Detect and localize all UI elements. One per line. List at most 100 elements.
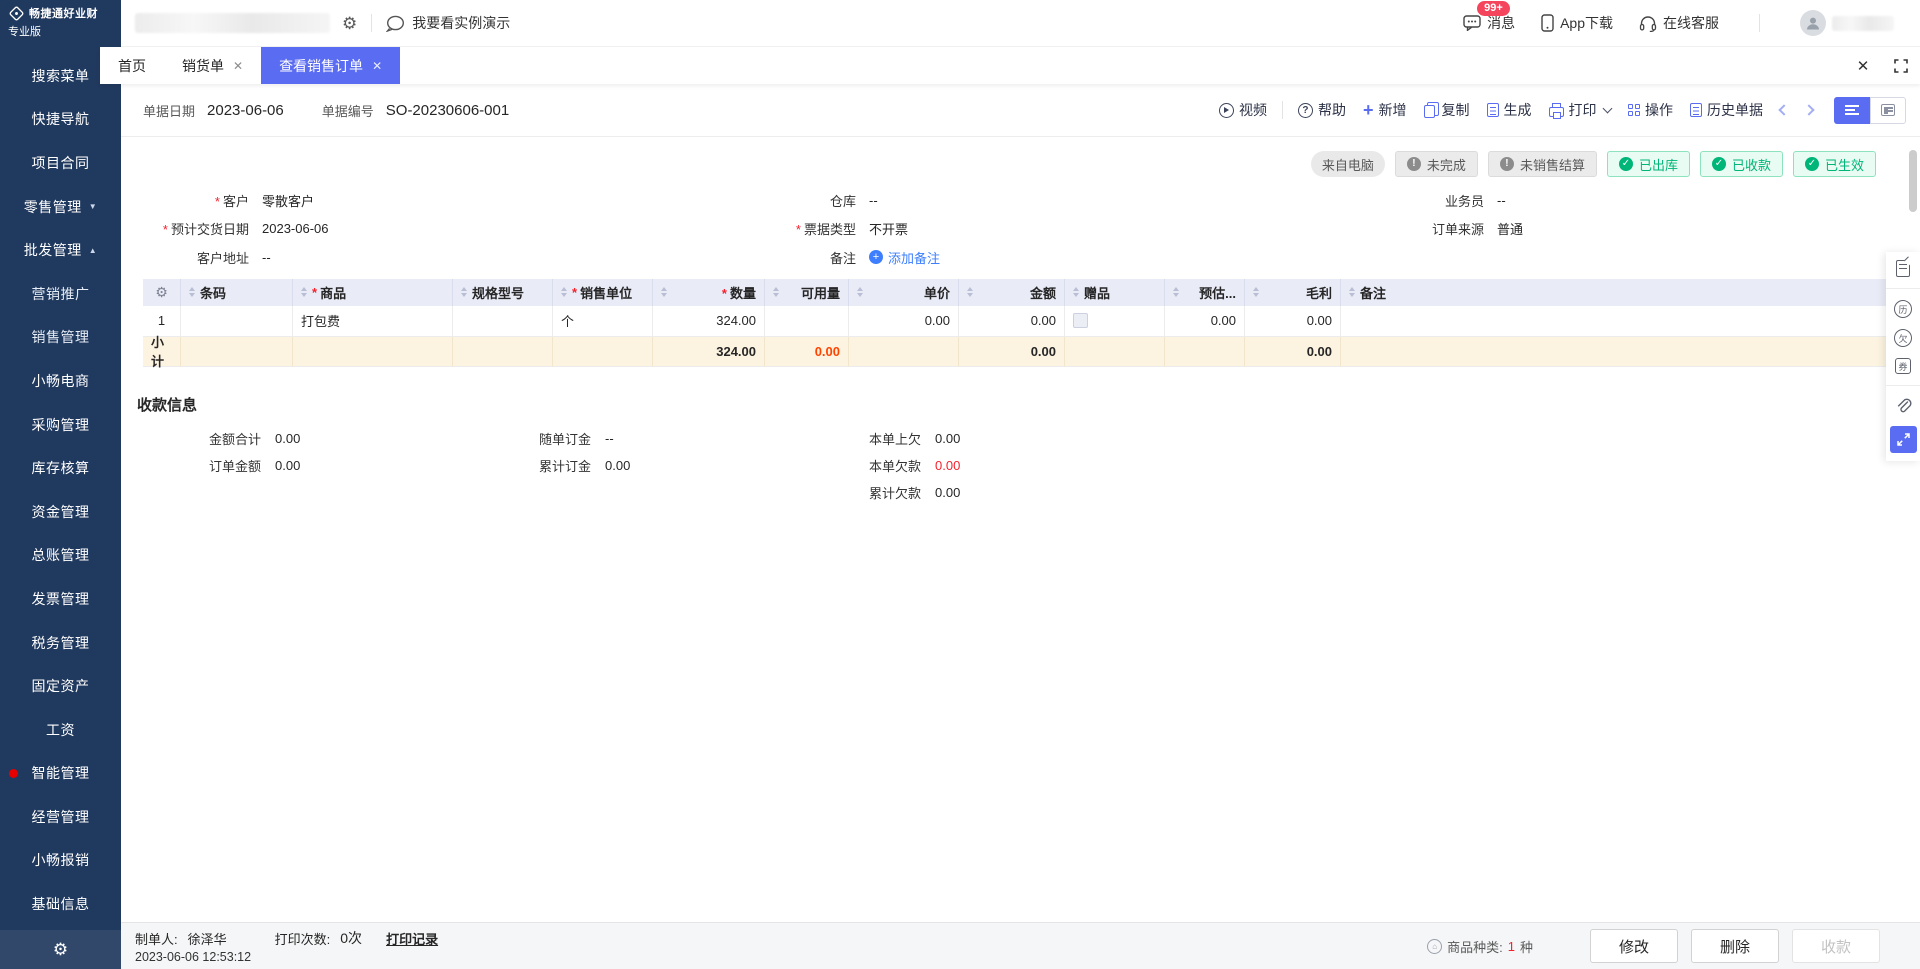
sidebar-item-basic-info[interactable]: 基础信息	[31, 896, 90, 913]
divider	[1759, 14, 1760, 32]
table-row[interactable]: 1 打包费 个 324.00 0.00 0.00 0.00 0.00	[143, 305, 1890, 337]
history-icon[interactable]: 历	[1894, 300, 1912, 318]
col-product[interactable]: * 商品	[293, 278, 453, 306]
col-amount[interactable]: 金额	[959, 278, 1065, 306]
sidebar-item-general-ledger[interactable]: 总账管理	[31, 547, 90, 564]
sidebar-item-business-mgmt[interactable]: 经营管理	[31, 808, 90, 825]
col-unit[interactable]: * 销售单位	[553, 278, 653, 306]
help-button[interactable]: ? 帮助	[1297, 100, 1346, 120]
tab-home[interactable]: 首页	[118, 57, 146, 74]
col-spec[interactable]: 规格型号	[453, 278, 553, 306]
col-qty[interactable]: * 数量	[653, 278, 765, 306]
sidebar-item-project-contract[interactable]: 项目合同	[31, 154, 90, 171]
subtotal-row: 小计 324.00 0.00 0.00 0.00	[143, 335, 1890, 369]
col-available[interactable]: 可用量	[765, 278, 849, 306]
next-doc-icon[interactable]	[1803, 104, 1815, 116]
print-button[interactable]: 打印	[1548, 100, 1612, 120]
gift-checkbox[interactable]	[1073, 313, 1088, 328]
close-all-icon[interactable]: ✕	[1856, 57, 1870, 75]
sidebar-item-xiaochang-ecommerce[interactable]: 小畅电商	[31, 372, 90, 389]
modify-button[interactable]: 修改	[1590, 929, 1678, 963]
creator-label: 制单人:	[135, 931, 178, 947]
list-view-button[interactable]	[1834, 96, 1870, 124]
sidebar-settings-gear[interactable]: ⚙	[0, 930, 121, 969]
cell-estimate: 0.00	[1165, 305, 1245, 337]
doc-header-row: 单据日期 2023-06-06 单据编号 SO-20230606-001 视频 …	[121, 84, 1920, 137]
cell-barcode	[181, 305, 293, 337]
receive-payment-button[interactable]: 收款	[1792, 929, 1880, 963]
generate-button[interactable]: 生成	[1486, 100, 1532, 120]
company-name-redacted[interactable]	[135, 13, 330, 33]
expand-icon[interactable]	[1889, 426, 1917, 453]
delivery-date-field: * 预计交货日期 2023-06-06	[162, 221, 329, 238]
prev-doc-icon[interactable]	[1778, 104, 1790, 116]
actions-button[interactable]: 操作	[1627, 100, 1673, 120]
online-service-button[interactable]: 在线客服	[1639, 13, 1719, 33]
sidebar-item-inventory-accounting[interactable]: 库存核算	[31, 460, 90, 477]
sidebar-item-funds-mgmt[interactable]: 资金管理	[31, 503, 90, 520]
app-download-button[interactable]: App下载	[1541, 13, 1613, 33]
print-record-link[interactable]: 打印记录	[386, 931, 439, 947]
messages-label: 消息	[1487, 15, 1516, 31]
user-account[interactable]	[1800, 10, 1894, 36]
messages-button[interactable]: 99+ 消息	[1463, 1, 1516, 33]
col-estimate[interactable]: 预估...	[1165, 278, 1245, 306]
settings-gear-icon[interactable]: ⚙	[342, 13, 358, 33]
sidebar-item-sales-mgmt[interactable]: 销售管理	[31, 329, 90, 346]
sidebar-item-wholesale-mgmt[interactable]: 批发管理 ▲	[23, 242, 98, 259]
column-settings-gear[interactable]: ⚙	[143, 278, 181, 306]
messages-count-badge: 99+	[1477, 1, 1510, 16]
printer-icon	[1548, 102, 1564, 119]
add-button[interactable]: + 新增	[1362, 100, 1407, 120]
sidebar-item-smart-mgmt[interactable]: 智能管理	[0, 752, 121, 796]
close-tab-icon[interactable]: ✕	[372, 58, 383, 73]
col-price[interactable]: 单价	[849, 278, 959, 306]
video-button[interactable]: 视频	[1218, 100, 1267, 120]
doc-no-label: 单据编号	[321, 103, 374, 119]
unsettled-badge: ! 未销售结算	[1487, 151, 1597, 177]
col-remark[interactable]: 备注	[1341, 278, 1890, 306]
demo-link-label: 我要看实例演示	[412, 15, 511, 31]
col-gift[interactable]: 赠品	[1065, 278, 1165, 306]
tab-view-sales-order[interactable]: 查看销售订单 ✕	[261, 47, 401, 84]
attachment-icon[interactable]	[1894, 397, 1912, 415]
sidebar-item-quick-nav[interactable]: 快捷导航	[31, 111, 90, 128]
customer-field: * 客户 零散客户	[121, 186, 706, 215]
copy-button[interactable]: 复制	[1423, 100, 1470, 120]
col-profit[interactable]: 毛利	[1245, 278, 1341, 306]
sidebar-item-invoice-mgmt[interactable]: 发票管理	[31, 590, 90, 607]
coupon-icon[interactable]: 券	[1895, 358, 1911, 374]
amount-total-field: 金额合计 0.00	[208, 430, 301, 447]
sidebar-item-search-menu[interactable]: 搜索菜单	[31, 67, 90, 84]
sidebar-item-retail-mgmt[interactable]: 零售管理 ▼	[23, 198, 98, 215]
sidebar-item-marketing-promo[interactable]: 营销推广	[31, 285, 90, 302]
username-redacted	[1832, 15, 1894, 31]
cell-profit: 0.00	[1245, 305, 1341, 337]
add-remark-link[interactable]: + 添加备注	[869, 248, 940, 267]
online-service-label: 在线客服	[1663, 15, 1719, 31]
customer-value[interactable]: 零散客户	[262, 193, 315, 209]
sidebar-item-payroll[interactable]: 工资	[46, 721, 75, 738]
delete-button[interactable]: 删除	[1691, 929, 1779, 963]
status-badge-row: 来自电脑 ! 未完成 ! 未销售结算 ✓ 已出库 ✓ 已收款 ✓ 已生效	[121, 137, 1920, 177]
sidebar-item-tax-mgmt[interactable]: 税务管理	[31, 634, 90, 651]
sidebar-item-purchase-mgmt[interactable]: 采购管理	[31, 416, 90, 433]
col-barcode[interactable]: 条码	[181, 278, 293, 306]
demo-link[interactable]: 我要看实例演示	[386, 13, 510, 33]
close-tab-icon[interactable]: ✕	[233, 58, 244, 73]
history-docs-button[interactable]: 历史单据	[1690, 100, 1763, 120]
sidebar-item-xiaochang-expense[interactable]: 小畅报销	[31, 852, 90, 869]
exclaim-icon: !	[1406, 157, 1421, 171]
card-view-button[interactable]	[1870, 96, 1906, 124]
tab-sales-order-list[interactable]: 销货单 ✕	[182, 57, 244, 74]
doc-note-icon[interactable]	[1896, 260, 1910, 277]
doc-toolbar: 视频 ? 帮助 + 新增 复制 生成 打印 操作 历史单据	[1218, 96, 1906, 124]
sidebar-item-fixed-assets[interactable]: 固定资产	[31, 678, 90, 695]
owed-icon[interactable]: 欠	[1894, 329, 1912, 347]
fullscreen-icon[interactable]	[1882, 47, 1920, 84]
headset-icon	[1639, 15, 1657, 32]
print-count-label: 打印次数:	[274, 931, 331, 947]
order-source-value: 普通	[1497, 222, 1524, 238]
vertical-scrollbar[interactable]	[1909, 150, 1917, 212]
plus-circle-icon: +	[869, 250, 883, 265]
